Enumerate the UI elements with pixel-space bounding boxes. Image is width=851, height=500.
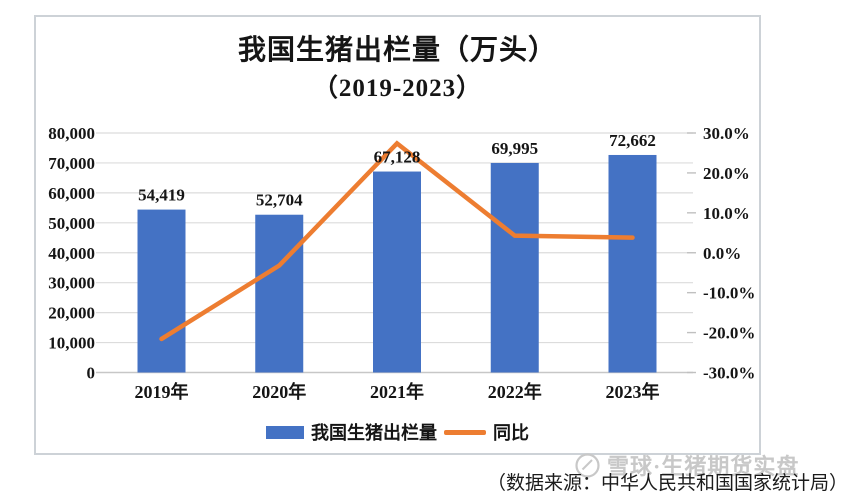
left-axis-tick-label: 80,000 <box>48 124 95 143</box>
bar-data-label: 52,704 <box>256 191 303 210</box>
watermark: 雪球·生猪期货实盘 <box>574 449 799 481</box>
line-series-swatch <box>444 429 486 435</box>
bar-data-label: 72,662 <box>609 131 656 150</box>
x-axis-label: 2022年 <box>488 381 542 402</box>
bar-2022年 <box>490 162 539 373</box>
left-axis-tick-label: 10,000 <box>48 334 95 353</box>
yoy-line <box>159 140 635 342</box>
right-axis-tick-label: 0.0% <box>703 244 741 263</box>
left-axis-tick-label: 60,000 <box>48 184 95 203</box>
bar-data-label: 54,419 <box>138 186 185 205</box>
xueqiu-logo-icon <box>575 452 600 478</box>
right-axis-tick-label: 30.0% <box>703 124 750 143</box>
chart-legend: 我国生猪出栏量 同比 <box>34 419 761 445</box>
bar-series-legend-label: 我国生猪出栏量 <box>311 423 437 443</box>
watermark-text: 雪球·生猪期货实盘 <box>607 454 800 479</box>
bar-data-label: 69,995 <box>491 139 538 158</box>
right-axis-tick-label: -10.0% <box>703 284 755 303</box>
x-axis-label: 2020年 <box>252 381 306 402</box>
bar-2023年 <box>608 154 657 373</box>
bar-2020年 <box>255 214 304 373</box>
source-note: （数据来源：中华人民共和国国家统计局） <box>486 473 848 494</box>
x-axis-label: 2019年 <box>135 381 189 402</box>
right-axis-tick-label: 10.0% <box>703 204 750 223</box>
right-axis-tick-label: 20.0% <box>703 164 750 183</box>
left-axis-tick-label: 20,000 <box>48 304 95 323</box>
bar-series-swatch <box>266 425 304 439</box>
chart-title: 我国生猪出栏量（万头） <box>237 35 557 66</box>
left-axis-tick-label: 30,000 <box>48 274 95 293</box>
bar-2019年 <box>137 209 186 373</box>
x-axis-label: 2023年 <box>606 381 660 402</box>
chart-subtitle: （2019-2023） <box>312 75 483 102</box>
left-axis-tick-label: 50,000 <box>48 214 95 233</box>
right-axis-tick-label: -20.0% <box>703 324 755 343</box>
line-series-legend-label: 同比 <box>493 423 529 443</box>
left-axis-tick-label: 0 <box>87 364 96 383</box>
x-axis-label: 2021年 <box>370 381 424 402</box>
right-axis-tick-label: -30.0% <box>703 364 755 383</box>
bar-2021年 <box>373 171 421 373</box>
left-axis-tick-label: 70,000 <box>48 154 95 173</box>
left-axis-tick-label: 40,000 <box>48 244 95 263</box>
bar-data-label: 67,128 <box>374 148 421 167</box>
